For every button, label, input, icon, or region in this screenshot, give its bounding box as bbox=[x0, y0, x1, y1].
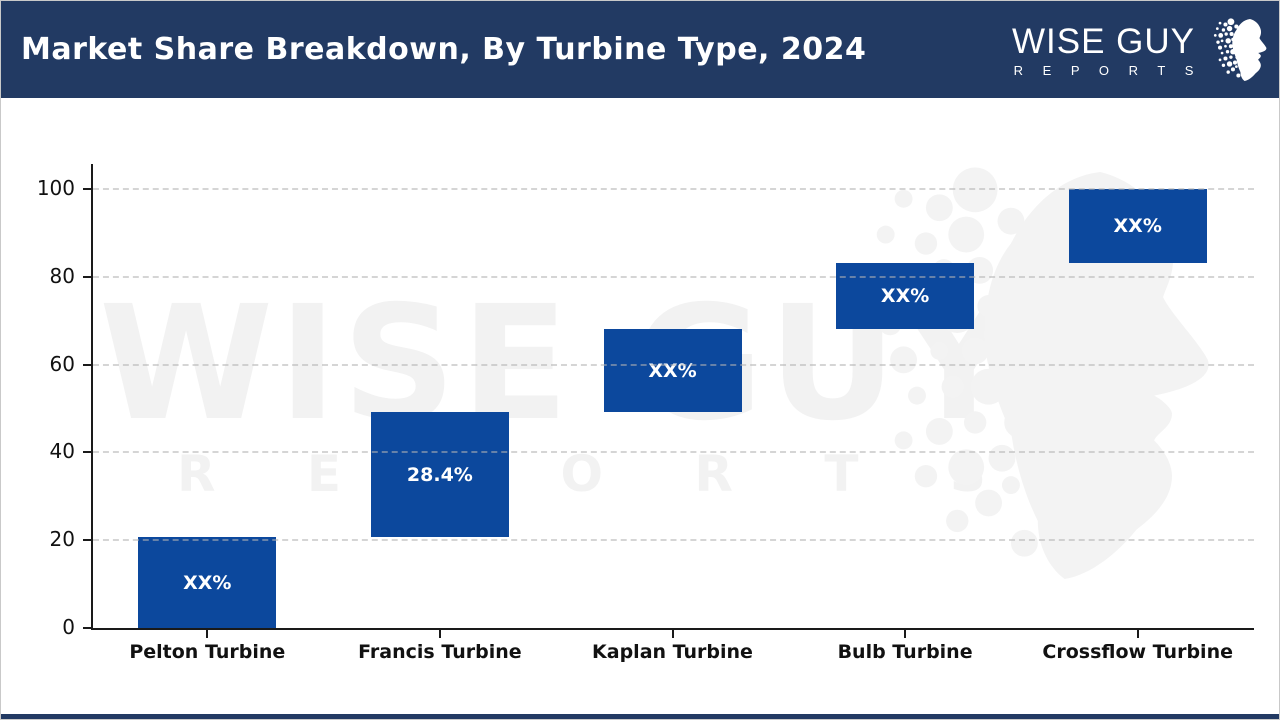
x-axis-tick-label: Francis Turbine bbox=[358, 641, 522, 663]
chart-bar: XX% bbox=[138, 537, 277, 628]
x-axis-tick bbox=[671, 630, 674, 638]
bar-value-label: XX% bbox=[1113, 215, 1162, 238]
logo-wordmark: WISE GUY bbox=[1011, 21, 1195, 61]
bar-value-label: XX% bbox=[183, 571, 232, 594]
y-axis-tick bbox=[83, 627, 91, 629]
page-title: Market Share Breakdown, By Turbine Type,… bbox=[21, 32, 867, 67]
x-axis-tick bbox=[1136, 630, 1139, 638]
y-axis-tick-label: 60 bbox=[49, 351, 75, 376]
chart-bar: XX% bbox=[1068, 189, 1207, 264]
x-axis-tick-label: Bulb Turbine bbox=[837, 641, 973, 663]
x-axis-tick bbox=[904, 630, 907, 638]
y-axis-tick-label: 40 bbox=[49, 439, 75, 464]
gridline bbox=[93, 539, 1254, 542]
gridline bbox=[93, 275, 1254, 278]
x-axis-tick-label: Kaplan Turbine bbox=[592, 641, 753, 663]
logo-subtitle: R E P O R T S bbox=[1013, 62, 1202, 78]
footer-bar bbox=[1, 714, 1279, 719]
y-axis-tick bbox=[83, 539, 91, 542]
x-axis-tick-label: Crossflow Turbine bbox=[1042, 641, 1233, 663]
gridline bbox=[93, 451, 1254, 454]
x-axis-tick-label: Pelton Turbine bbox=[129, 641, 286, 663]
logo-text: WISE GUY R E P O R T S bbox=[1012, 24, 1195, 77]
wiseguy-head-icon bbox=[1213, 18, 1267, 81]
x-axis-tick bbox=[438, 630, 441, 638]
y-axis-tick bbox=[83, 275, 91, 278]
x-axis-tick bbox=[206, 630, 209, 638]
bar-value-label: 28.4% bbox=[406, 463, 473, 486]
y-axis-tick bbox=[83, 188, 91, 190]
gridline bbox=[93, 363, 1254, 366]
watermark-subtitle: R E P O R T S bbox=[177, 445, 1023, 503]
bar-value-label: XX% bbox=[880, 284, 930, 307]
x-axis-line bbox=[91, 628, 1254, 630]
chart-bar: XX% bbox=[603, 328, 742, 413]
gridline bbox=[93, 188, 1254, 190]
header-bar: Market Share Breakdown, By Turbine Type,… bbox=[1, 1, 1279, 98]
y-axis-tick-label: 0 bbox=[62, 615, 75, 639]
y-axis-tick bbox=[83, 451, 91, 454]
chart-bar: 28.4% bbox=[370, 412, 509, 538]
wiseguy-logo: WISE GUY R E P O R T S bbox=[1012, 7, 1269, 93]
y-axis-tick bbox=[83, 363, 91, 366]
chart-bar: XX% bbox=[836, 263, 975, 329]
y-axis-line bbox=[91, 164, 93, 630]
y-axis-tick-label: 20 bbox=[49, 527, 75, 552]
y-axis-tick-label: 100 bbox=[36, 176, 75, 200]
y-axis-tick-label: 80 bbox=[49, 263, 75, 288]
